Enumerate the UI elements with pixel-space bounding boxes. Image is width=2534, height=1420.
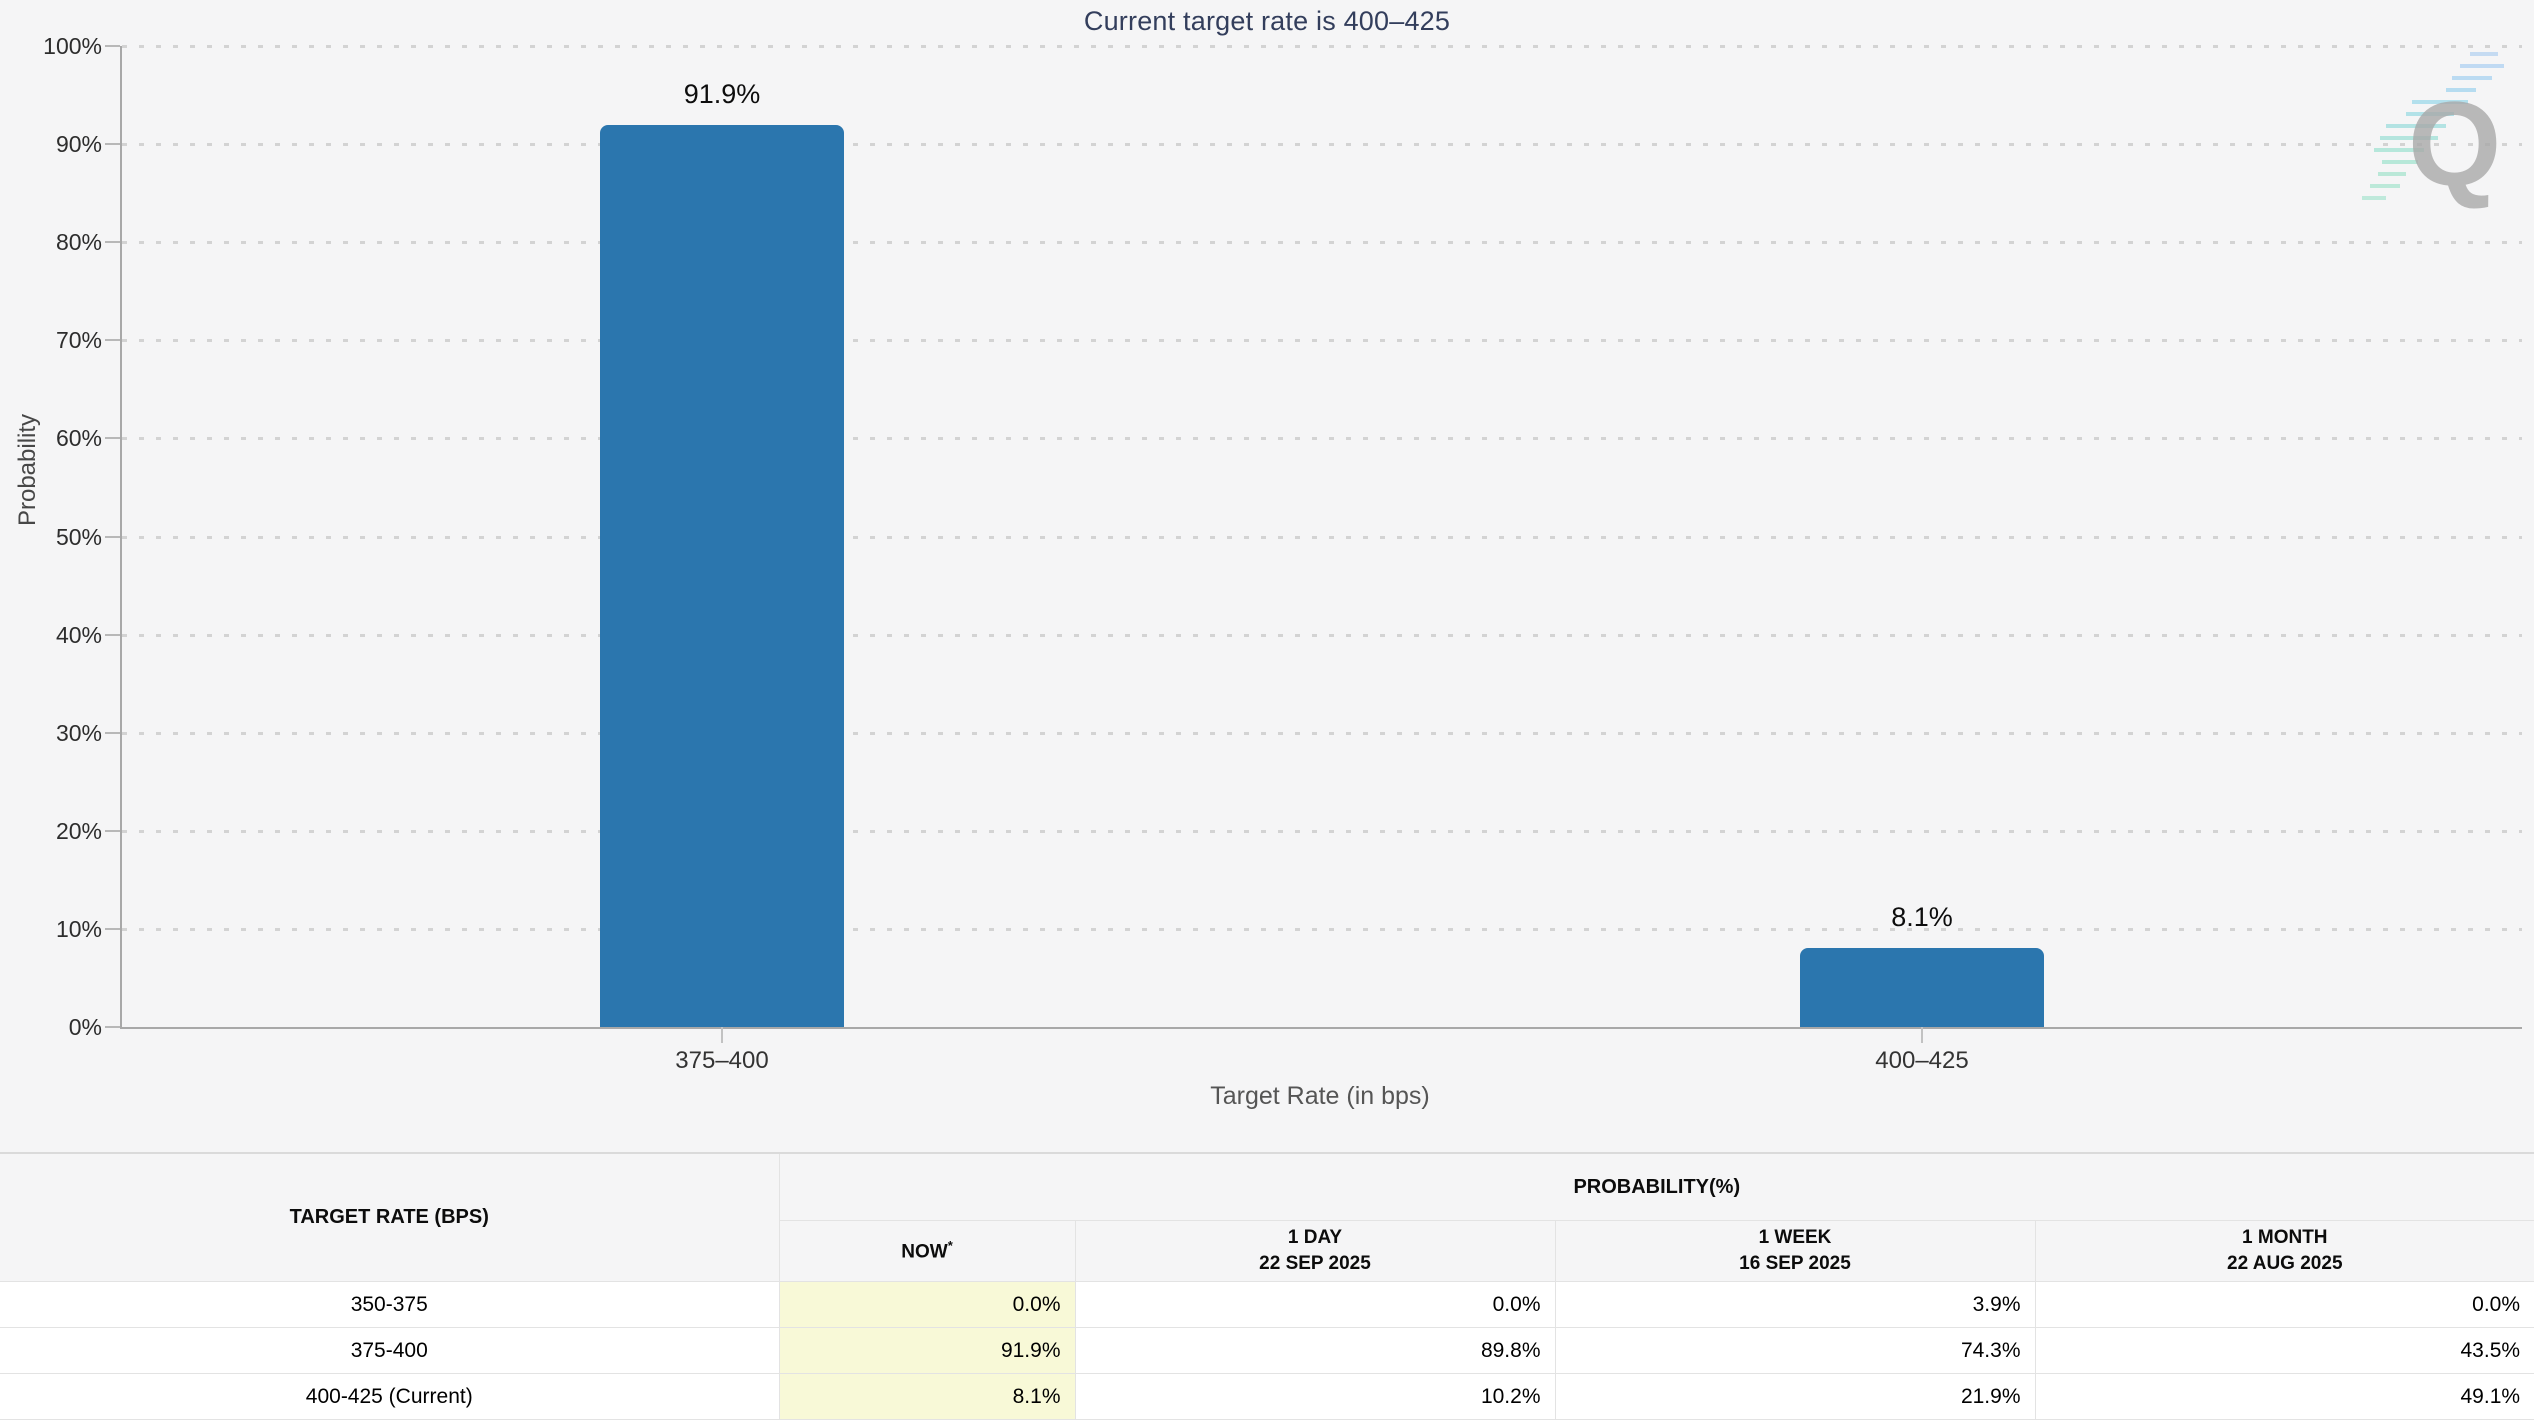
gridline — [122, 143, 2522, 146]
x-axis-title: Target Rate (in bps) — [120, 1082, 2520, 1111]
y-tick-label: 20% — [2, 820, 102, 843]
gridline — [122, 634, 2522, 637]
y-tick-mark — [105, 45, 120, 47]
x-category-label: 375–400 — [572, 1049, 872, 1073]
x-tick-mark — [721, 1027, 723, 1043]
column-label: 1 MONTH — [2036, 1225, 2534, 1251]
plot-area: 0%10%20%30%40%50%60%70%80%90%100%91.9%37… — [120, 46, 2522, 1029]
rate-cell: 375-400 — [0, 1328, 779, 1374]
x-tick-mark — [1921, 1027, 1923, 1043]
column-label: 1 WEEK — [1556, 1225, 2035, 1251]
y-tick-mark — [105, 634, 120, 636]
gridline — [122, 241, 2522, 244]
y-tick-mark — [105, 536, 120, 538]
bar-value-label: 91.9% — [572, 81, 872, 108]
gridline — [122, 928, 2522, 931]
rate-cell: 400-425 (Current) — [0, 1374, 779, 1420]
rate-cell: 350-375 — [0, 1282, 779, 1328]
table-row-400-425-current: 400-425 (Current) 8.1% 10.2% 21.9% 49.1% — [0, 1374, 2534, 1420]
y-tick-label: 40% — [2, 624, 102, 647]
y-tick-label: 10% — [2, 918, 102, 941]
gridline — [122, 437, 2522, 440]
gridline — [122, 732, 2522, 735]
y-tick-mark — [105, 830, 120, 832]
column-header-1month: 1 MONTH 22 AUG 2025 — [2035, 1221, 2534, 1282]
now-value-cell: 8.1% — [779, 1374, 1075, 1420]
y-tick-label: 80% — [2, 231, 102, 254]
y-tick-mark — [105, 241, 120, 243]
month-value-cell: 0.0% — [2035, 1282, 2534, 1328]
gridline — [122, 536, 2522, 539]
y-tick-mark — [105, 732, 120, 734]
x-category-label: 400–425 — [1772, 1049, 2072, 1073]
gridline — [122, 45, 2522, 48]
bar-400–425[interactable] — [1800, 948, 2044, 1027]
bar-value-label: 8.1% — [1772, 904, 2072, 931]
y-tick-mark — [105, 143, 120, 145]
y-tick-label: 50% — [2, 526, 102, 549]
column-date: 22 AUG 2025 — [2036, 1251, 2534, 1277]
week-value-cell: 3.9% — [1555, 1282, 2035, 1328]
now-value-cell: 0.0% — [779, 1282, 1075, 1328]
month-value-cell: 49.1% — [2035, 1374, 2534, 1420]
day-value-cell: 89.8% — [1075, 1328, 1555, 1374]
table-row-350-375: 350-375 0.0% 0.0% 3.9% 0.0% — [0, 1282, 2534, 1328]
column-header-now: NOW* — [779, 1221, 1075, 1282]
table-header-row-1: TARGET RATE (BPS) PROBABILITY(%) — [0, 1153, 2534, 1221]
week-value-cell: 74.3% — [1555, 1328, 2035, 1374]
target-rate-header: TARGET RATE (BPS) — [0, 1153, 779, 1282]
y-tick-mark — [105, 339, 120, 341]
y-tick-label: 60% — [2, 427, 102, 450]
day-value-cell: 0.0% — [1075, 1282, 1555, 1328]
y-tick-mark — [105, 437, 120, 439]
column-date: 22 SEP 2025 — [1076, 1251, 1555, 1277]
y-tick-label: 100% — [2, 35, 102, 58]
chart-title: Current target rate is 400–425 — [0, 6, 2534, 37]
column-header-1week: 1 WEEK 16 SEP 2025 — [1555, 1221, 2035, 1282]
probability-group-header: PROBABILITY(%) — [779, 1153, 2534, 1221]
y-tick-label: 70% — [2, 329, 102, 352]
gridline — [122, 339, 2522, 342]
table-row-375-400: 375-400 91.9% 89.8% 74.3% 43.5% — [0, 1328, 2534, 1374]
probability-table: TARGET RATE (BPS) PROBABILITY(%) NOW* 1 … — [0, 1152, 2534, 1420]
y-tick-mark — [105, 928, 120, 930]
month-value-cell: 43.5% — [2035, 1328, 2534, 1374]
column-label: 1 DAY — [1076, 1225, 1555, 1251]
column-date: 16 SEP 2025 — [1556, 1251, 2035, 1277]
column-header-1day: 1 DAY 22 SEP 2025 — [1075, 1221, 1555, 1282]
now-value-cell: 91.9% — [779, 1328, 1075, 1374]
y-tick-label: 90% — [2, 133, 102, 156]
now-asterisk: * — [948, 1238, 953, 1253]
y-tick-label: 0% — [2, 1016, 102, 1039]
y-tick-label: 30% — [2, 722, 102, 745]
now-label: NOW — [901, 1241, 947, 1262]
y-tick-mark — [105, 1026, 120, 1028]
week-value-cell: 21.9% — [1555, 1374, 2035, 1420]
day-value-cell: 10.2% — [1075, 1374, 1555, 1420]
bar-375–400[interactable] — [600, 125, 844, 1027]
gridline — [122, 830, 2522, 833]
